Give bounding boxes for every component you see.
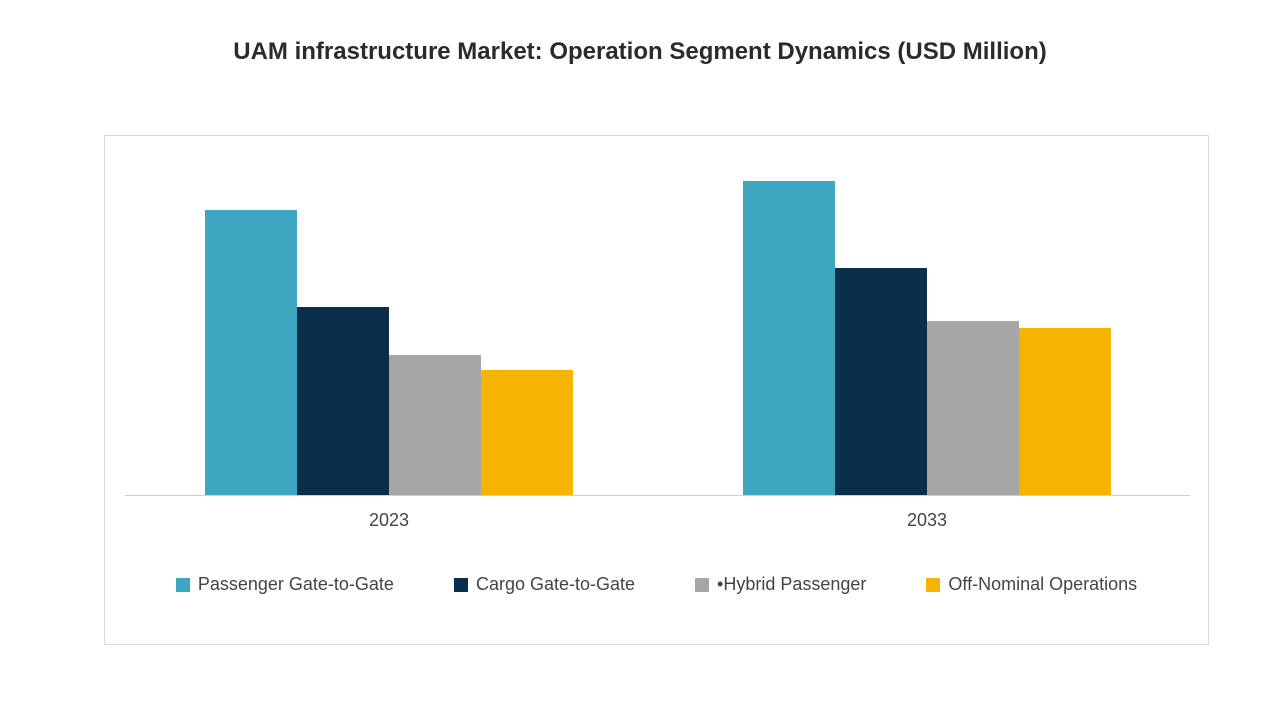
x-axis-label-2033: 2033: [743, 510, 1111, 531]
x-axis-label-2023: 2023: [205, 510, 573, 531]
legend-swatch-cargo: [454, 578, 468, 592]
bar-hybrid-2033: [927, 321, 1019, 496]
bar-offnominal-2023: [481, 370, 573, 496]
bar-passenger-2023: [205, 210, 297, 496]
legend-label-cargo: Cargo Gate-to-Gate: [476, 574, 635, 595]
bar-cargo-2033: [835, 268, 927, 496]
legend-label-passenger: Passenger Gate-to-Gate: [198, 574, 394, 595]
legend-label-hybrid: •Hybrid Passenger: [717, 574, 866, 595]
legend-swatch-offnominal: [926, 578, 940, 592]
bar-passenger-2033: [743, 181, 835, 496]
legend-swatch-hybrid: [695, 578, 709, 592]
legend-label-offnominal: Off-Nominal Operations: [948, 574, 1137, 595]
bar-offnominal-2033: [1019, 328, 1111, 496]
bar-cargo-2023: [297, 307, 389, 496]
chart-title: UAM infrastructure Market: Operation Seg…: [0, 0, 1280, 66]
legend: Passenger Gate-to-Gate Cargo Gate-to-Gat…: [105, 574, 1208, 595]
plot-area: [125, 166, 1190, 496]
legend-item-offnominal: Off-Nominal Operations: [926, 574, 1137, 595]
chart-frame: 2023 2033 Passenger Gate-to-Gate Cargo G…: [104, 135, 1209, 645]
legend-item-hybrid: •Hybrid Passenger: [695, 574, 866, 595]
bar-group-2023: [205, 210, 573, 496]
bar-hybrid-2023: [389, 355, 481, 496]
bar-group-2033: [743, 181, 1111, 496]
legend-swatch-passenger: [176, 578, 190, 592]
x-axis-line: [125, 495, 1190, 496]
legend-item-passenger: Passenger Gate-to-Gate: [176, 574, 394, 595]
legend-item-cargo: Cargo Gate-to-Gate: [454, 574, 635, 595]
